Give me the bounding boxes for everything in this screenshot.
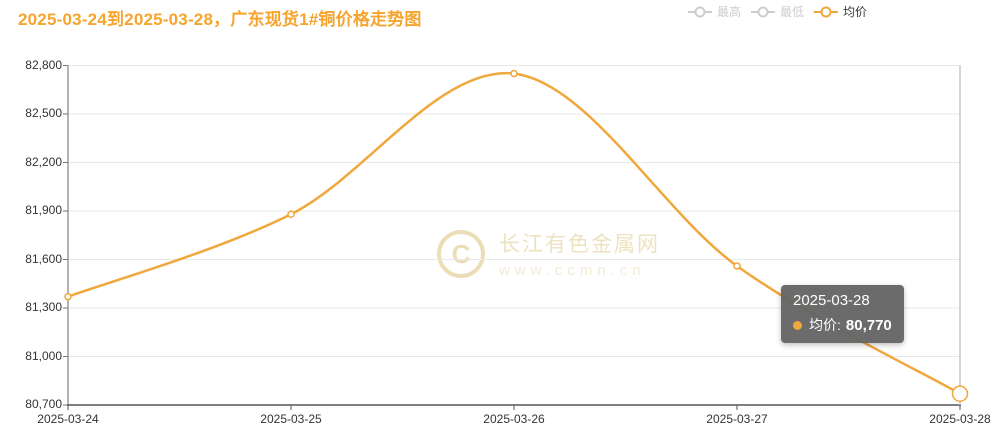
y-axis-label: 81,900 [25, 203, 62, 217]
series-line-avg [66, 71, 962, 395]
highlighted-point-marker[interactable] [951, 385, 969, 402]
data-point-marker[interactable] [64, 292, 72, 301]
line-marker-icon [688, 6, 712, 18]
x-axis-label: 2025-03-27 [706, 412, 768, 426]
legend-label: 最高 [717, 5, 742, 19]
x-axis-label: 2025-03-24 [37, 412, 99, 426]
chart-title: 2025-03-24到2025-03-28，广东现货1#铜价格走势图 [18, 10, 422, 29]
legend-label: 均价 [843, 5, 868, 19]
y-axis-label: 82,200 [25, 154, 62, 169]
tooltip: 2025-03-28 均价: 80,770 [781, 285, 904, 343]
line-marker-icon [814, 6, 839, 18]
watermark-site-url: www.ccmn.cn [499, 262, 646, 279]
tooltip-series-label: 均价: [809, 317, 841, 333]
legend-item-min[interactable]: 最低 [751, 4, 804, 20]
data-point-marker[interactable] [510, 69, 518, 78]
line-marker-icon [751, 6, 776, 18]
y-axis-label: 81,000 [25, 348, 62, 363]
legend-item-avg[interactable]: 均价 [814, 4, 867, 20]
y-axis-label: 81,300 [25, 300, 62, 314]
x-axis-label: 2025-03-25 [260, 412, 322, 426]
data-point-marker[interactable] [287, 210, 295, 218]
tooltip-date: 2025-03-28 [793, 292, 870, 309]
legend: 最高 最低 均价 [688, 4, 867, 20]
series-dot-icon [793, 320, 802, 330]
x-axis-label: 2025-03-28 [929, 412, 991, 426]
y-axis-label: 80,700 [25, 397, 62, 411]
y-axis-label: 82,800 [25, 57, 62, 72]
legend-item-max[interactable]: 最高 [688, 4, 741, 20]
y-axis-label: 82,500 [25, 106, 62, 120]
x-axis-label: 2025-03-26 [483, 412, 545, 426]
data-point-marker[interactable] [733, 262, 741, 270]
y-axis-label: 81,600 [25, 251, 62, 266]
watermark-site-name: 长江有色金属网 [499, 233, 660, 256]
tooltip-series-value: 80,770 [845, 316, 892, 334]
legend-label: 最低 [780, 5, 805, 19]
